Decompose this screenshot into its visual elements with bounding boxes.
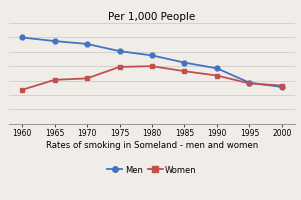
Women [53,79,56,82]
Men [280,86,284,89]
X-axis label: Rates of smoking in Someland - men and women: Rates of smoking in Someland - men and w… [46,140,258,149]
Men [150,55,154,57]
Men [215,68,219,70]
Women [20,89,24,92]
Men [118,51,121,53]
Men [53,41,56,43]
Women [118,66,121,69]
Legend: Men, Women: Men, Women [104,162,200,178]
Title: Per 1,000 People: Per 1,000 People [108,12,196,22]
Men [20,37,24,39]
Women [280,85,284,87]
Women [183,71,186,73]
Men [85,44,89,46]
Women [85,78,89,80]
Line: Women: Women [20,64,284,93]
Women [215,75,219,77]
Women [150,66,154,68]
Men [248,82,251,84]
Women [248,83,251,85]
Line: Men: Men [20,36,284,90]
Men [183,62,186,64]
